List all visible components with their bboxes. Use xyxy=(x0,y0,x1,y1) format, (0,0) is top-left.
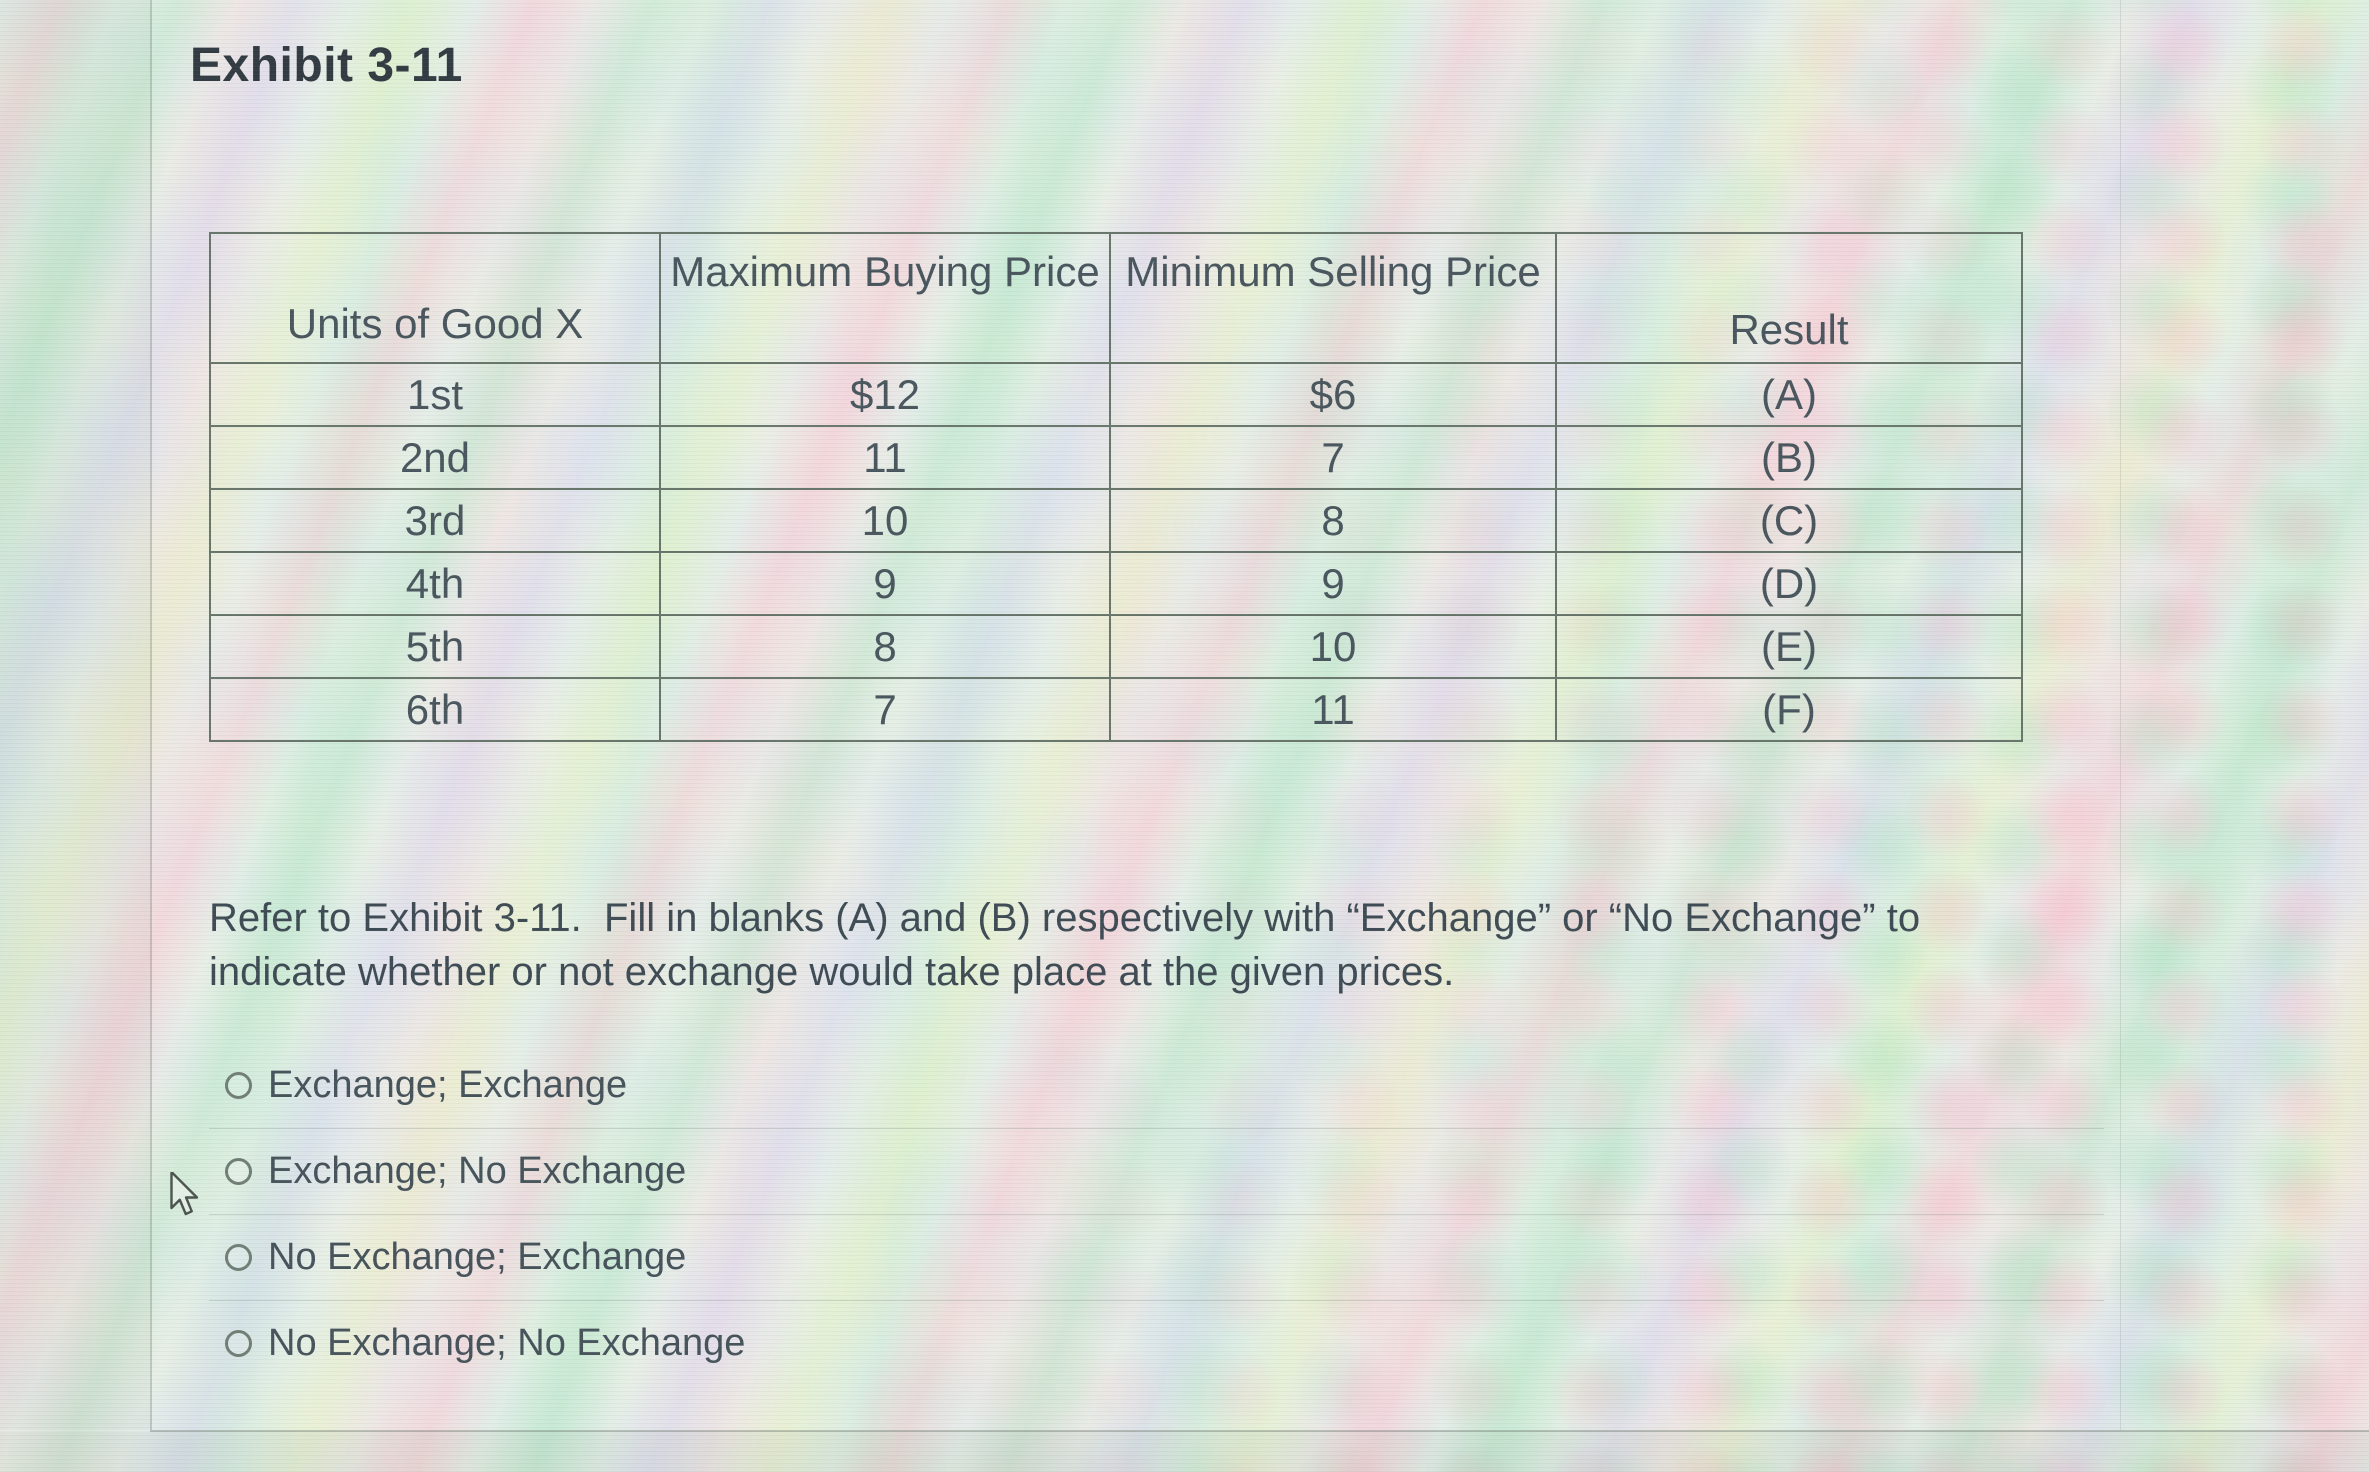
page-left-margin xyxy=(0,0,150,1430)
cell-unit: 1st xyxy=(209,362,661,427)
answer-option-label: Exchange; No Exchange xyxy=(268,1150,687,1192)
table-row: 5th 8 10 (E) xyxy=(209,614,2023,679)
cell-max-buying-price: 7 xyxy=(659,677,1111,742)
page-bottom-strip xyxy=(0,1432,2369,1472)
cell-min-selling-price: 10 xyxy=(1109,614,1557,679)
radio-button[interactable] xyxy=(225,1158,252,1185)
radio-button[interactable] xyxy=(225,1071,252,1099)
answer-option-label: No Exchange; No Exchange xyxy=(268,1322,746,1364)
card-bottom-border xyxy=(150,1430,2369,1432)
radio-button[interactable] xyxy=(225,1244,252,1271)
cell-result: (B) xyxy=(1555,425,2023,490)
column-header-units: Units of Good X xyxy=(209,232,661,364)
cell-max-buying-price: $12 xyxy=(659,362,1111,427)
answer-option[interactable]: No Exchange; Exchange xyxy=(209,1214,2104,1300)
cell-unit: 6th xyxy=(209,677,661,742)
table-row: 1st $12 $6 (A) xyxy=(209,362,2023,427)
answer-option-label: Exchange; Exchange xyxy=(268,1063,628,1106)
cell-min-selling-price: 11 xyxy=(1109,677,1557,742)
cell-min-selling-price: $6 xyxy=(1109,362,1557,427)
answer-options-list: Exchange; Exchange Exchange; No Exchange… xyxy=(209,1042,2104,1386)
cell-max-buying-price: 10 xyxy=(659,488,1111,553)
card-left-border xyxy=(150,0,152,1430)
cell-result: (A) xyxy=(1555,362,2023,427)
cell-unit: 4th xyxy=(209,551,661,616)
table-row: 2nd 11 7 (B) xyxy=(209,425,2023,490)
cell-max-buying-price: 9 xyxy=(659,551,1111,616)
table-row: 4th 9 9 (D) xyxy=(209,551,2023,616)
cell-unit: 5th xyxy=(209,614,661,679)
answer-option[interactable]: Exchange; Exchange xyxy=(209,1042,2104,1128)
column-header-min-selling-price: Minimum Selling Price xyxy=(1109,232,1557,364)
exhibit-title: Exhibit 3-11 xyxy=(190,39,463,92)
answer-option[interactable]: No Exchange; No Exchange xyxy=(209,1300,2104,1386)
cell-result: (D) xyxy=(1555,551,2023,616)
cell-result: (C) xyxy=(1555,488,2023,553)
cell-min-selling-price: 8 xyxy=(1109,488,1557,553)
cell-result: (F) xyxy=(1555,677,2023,742)
radio-button[interactable] xyxy=(225,1330,252,1357)
cell-min-selling-price: 7 xyxy=(1109,425,1557,490)
cell-unit: 3rd xyxy=(209,488,661,553)
cell-unit: 2nd xyxy=(209,425,661,490)
cell-max-buying-price: 8 xyxy=(659,614,1111,679)
mouse-cursor-icon xyxy=(170,1172,199,1216)
card-right-border xyxy=(2120,0,2121,1430)
question-line-2: indicate whether or not exchange would t… xyxy=(209,950,1455,994)
table-row: 3rd 10 8 (C) xyxy=(209,488,2023,553)
column-header-max-buying-price: Maximum Buying Price xyxy=(659,232,1111,364)
table-row: 6th 7 11 (F) xyxy=(209,677,2023,742)
answer-option[interactable]: Exchange; No Exchange xyxy=(209,1128,2104,1214)
table-header-row: Units of Good X Maximum Buying Price Min… xyxy=(209,232,2023,364)
question-line-1: Refer to Exhibit 3-11. Fill in blanks (A… xyxy=(209,896,1921,940)
exhibit-table: Units of Good X Maximum Buying Price Min… xyxy=(209,232,2023,742)
answer-option-label: No Exchange; Exchange xyxy=(268,1236,687,1278)
column-header-result: Result xyxy=(1555,232,2023,364)
cell-max-buying-price: 11 xyxy=(659,425,1111,490)
cell-min-selling-price: 9 xyxy=(1109,551,1557,616)
question-text: Refer to Exhibit 3-11. Fill in blanks (A… xyxy=(209,891,2069,999)
cell-result: (E) xyxy=(1555,614,2023,679)
